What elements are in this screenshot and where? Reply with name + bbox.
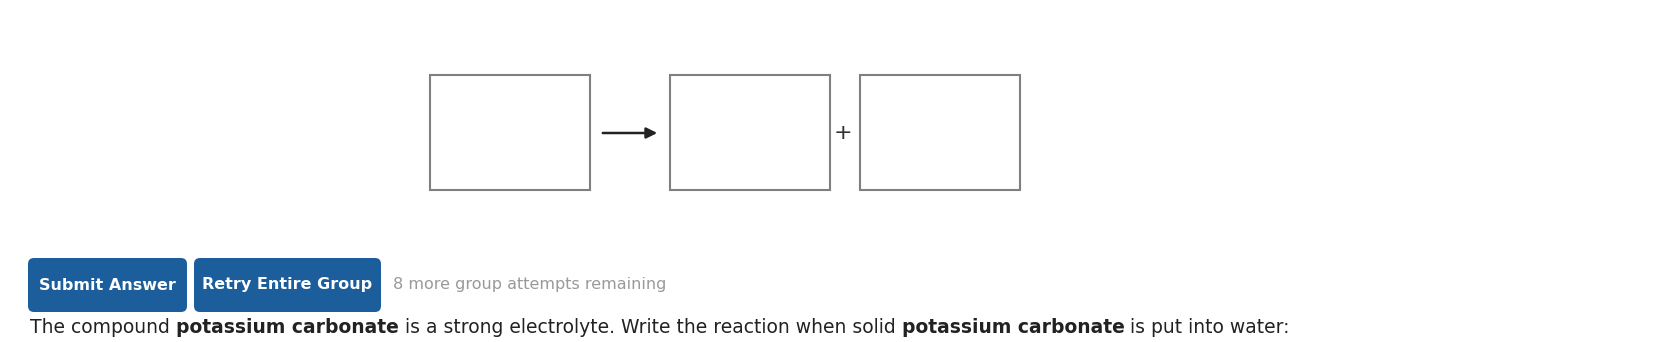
Text: potassium carbonate: potassium carbonate	[176, 318, 398, 337]
Bar	[670, 75, 829, 190]
Text: is a strong electrolyte. Write the reaction when solid: is a strong electrolyte. Write the react…	[398, 318, 901, 337]
Text: The compound: The compound	[30, 318, 176, 337]
Bar	[859, 75, 1020, 190]
Text: +: +	[834, 123, 853, 143]
Bar	[430, 75, 590, 190]
FancyBboxPatch shape	[194, 258, 381, 312]
FancyBboxPatch shape	[28, 258, 187, 312]
Text: Retry Entire Group: Retry Entire Group	[202, 277, 373, 292]
Text: 8 more group attempts remaining: 8 more group attempts remaining	[393, 277, 667, 292]
Text: is put into water:: is put into water:	[1124, 318, 1289, 337]
Text: potassium carbonate: potassium carbonate	[901, 318, 1124, 337]
Text: Submit Answer: Submit Answer	[38, 277, 176, 292]
